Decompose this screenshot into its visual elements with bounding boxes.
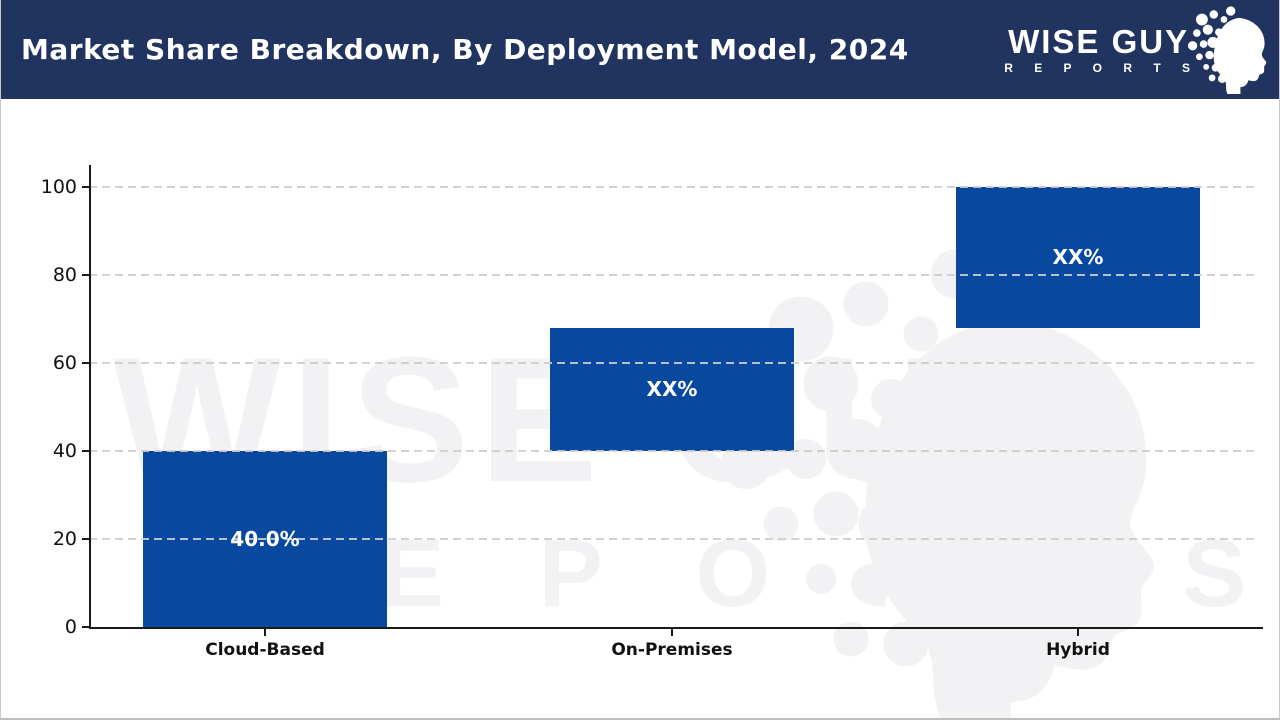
- y-tick-label: 0: [64, 616, 77, 638]
- x-category-label: On-Premises: [611, 640, 733, 660]
- y-tick-label: 40: [52, 440, 77, 462]
- brand-logo: WISE GUY R E P O R T S: [998, 0, 1273, 99]
- x-axis-line: [89, 627, 1263, 629]
- gridline-100: [89, 186, 1259, 188]
- y-axis-line: [89, 165, 91, 629]
- bar-on-premises: [550, 327, 794, 451]
- y-tick-80: [82, 274, 89, 276]
- header-bar: Market Share Breakdown, By Deployment Mo…: [1, 0, 1279, 99]
- y-tick-20: [82, 538, 89, 540]
- gridline-60: [89, 362, 1259, 364]
- bar-value-label: 40.0%: [230, 527, 300, 551]
- y-tick-0: [82, 626, 89, 628]
- x-tick-on-premises: [671, 629, 673, 636]
- bar-hybrid: [956, 187, 1200, 328]
- y-tick-100: [82, 186, 89, 188]
- y-tick-label: 100: [40, 176, 77, 198]
- gridline-80: [89, 274, 1259, 276]
- brand-subtitle: R E P O R T S: [1004, 61, 1199, 75]
- x-tick-cloud-based: [264, 629, 266, 636]
- x-category-label: Cloud-Based: [205, 640, 325, 660]
- gridline-40: [89, 450, 1259, 452]
- gridline-20: [89, 538, 1259, 540]
- y-tick-40: [82, 450, 89, 452]
- y-tick-label: 80: [52, 264, 77, 286]
- brand-head-icon: [1187, 5, 1267, 94]
- bar-value-label: XX%: [1052, 245, 1104, 270]
- page-title: Market Share Breakdown, By Deployment Mo…: [21, 33, 909, 66]
- y-tick-label: 20: [52, 528, 77, 550]
- x-tick-hybrid: [1077, 629, 1079, 636]
- bar-value-label: XX%: [646, 377, 698, 402]
- y-tick-60: [82, 362, 89, 364]
- x-category-label: Hybrid: [1046, 640, 1110, 660]
- brand-name: WISE GUY: [1008, 23, 1190, 60]
- y-tick-label: 60: [52, 352, 77, 374]
- brand-logo-text: WISE GUY R E P O R T S: [998, 25, 1199, 74]
